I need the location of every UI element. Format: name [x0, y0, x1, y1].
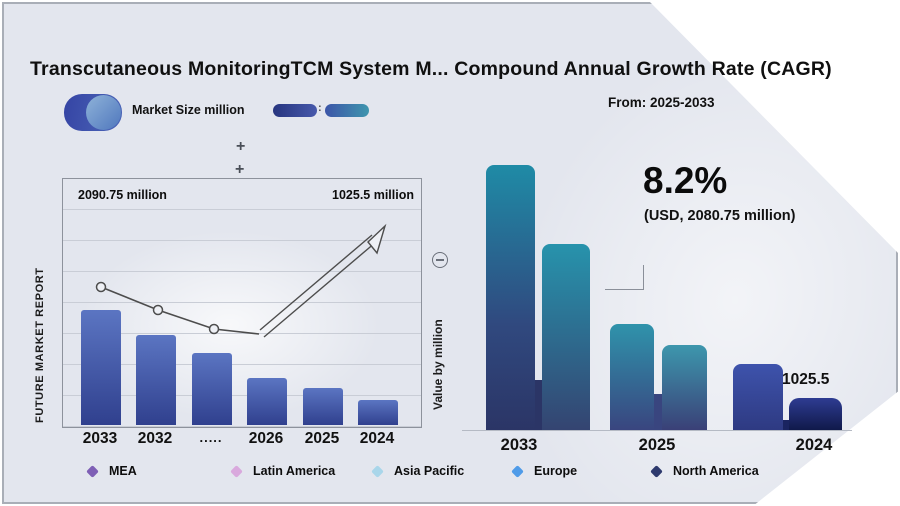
legend-item: Asia Pacific: [371, 464, 465, 478]
left-chart-plot-area: [62, 178, 422, 428]
legend-label: North America: [673, 464, 759, 478]
left-chart-annotation-start: 2090.75 million: [78, 188, 167, 202]
cagr-detail: (USD, 2080.75 million): [644, 208, 796, 224]
left-chart-x-label: 2026: [248, 430, 284, 447]
right-chart-x-label: 2033: [500, 436, 538, 454]
legend-item: MEA: [86, 464, 137, 478]
plus-decor-icon: +: [236, 138, 246, 155]
circled-minus-icon: [432, 252, 448, 268]
legend-diamond-icon: [371, 464, 384, 478]
right-chart-baseline: [462, 430, 852, 431]
legend-pill-dark: [273, 104, 317, 117]
step-bracket-line: [605, 265, 644, 290]
legend-item: Europe: [511, 464, 578, 478]
legend-pill-separator: :: [318, 102, 322, 114]
right-chart-bar-primary: [486, 165, 535, 430]
legend-diamond-icon: [511, 464, 524, 478]
legend-pill-teal: [325, 104, 369, 117]
legend-label: Europe: [534, 464, 578, 478]
page-title: Transcutaneous MonitoringTCM System M...…: [30, 58, 832, 80]
legend-diamond-icon: [230, 464, 243, 478]
left-chart-annotation-end: 1025.5 million: [332, 188, 414, 202]
left-chart-side-label: FUTURE MARKET REPORT: [34, 267, 46, 423]
right-chart-bar-primary: [610, 324, 654, 430]
right-chart-bar-secondary: [542, 244, 590, 430]
right-chart-bar-bridge: [654, 394, 662, 430]
right-chart-x-label: 2025: [638, 436, 676, 454]
cylinder-icon: [64, 94, 122, 131]
value-callout: 1025.5: [782, 371, 830, 388]
left-chart-x-label: 2025: [304, 430, 340, 447]
legend-item: North America: [650, 464, 759, 478]
legend-item: Latin America: [230, 464, 336, 478]
left-chart-x-label: 2024: [359, 430, 395, 447]
legend-label: MEA: [109, 464, 137, 478]
period-label: From: 2025-2033: [608, 95, 715, 110]
right-chart-bar-primary: [733, 364, 783, 430]
plus-decor-icon: +: [235, 161, 245, 178]
left-chart-x-label: 2033: [82, 430, 118, 447]
legend-label: Asia Pacific: [394, 464, 465, 478]
cagr-value: 8.2%: [643, 160, 728, 201]
left-chart-x-label: .....: [199, 430, 223, 445]
trend-line-arrow: [95, 223, 387, 338]
right-chart-bar-bridge: [535, 380, 542, 430]
legend-label: Latin America: [253, 464, 336, 478]
right-chart-x-label: 2024: [795, 436, 833, 454]
right-chart-bar-secondary: [662, 345, 707, 430]
legend-diamond-icon: [86, 464, 99, 478]
right-chart-y-label: Value by million: [431, 319, 445, 410]
right-chart-bar-secondary: [789, 398, 842, 430]
cylinder-face: [86, 95, 121, 130]
left-chart-x-label: 2032: [137, 430, 173, 447]
legend-diamond-icon: [650, 464, 663, 478]
market-size-legend-label: Market Size million: [132, 103, 245, 117]
